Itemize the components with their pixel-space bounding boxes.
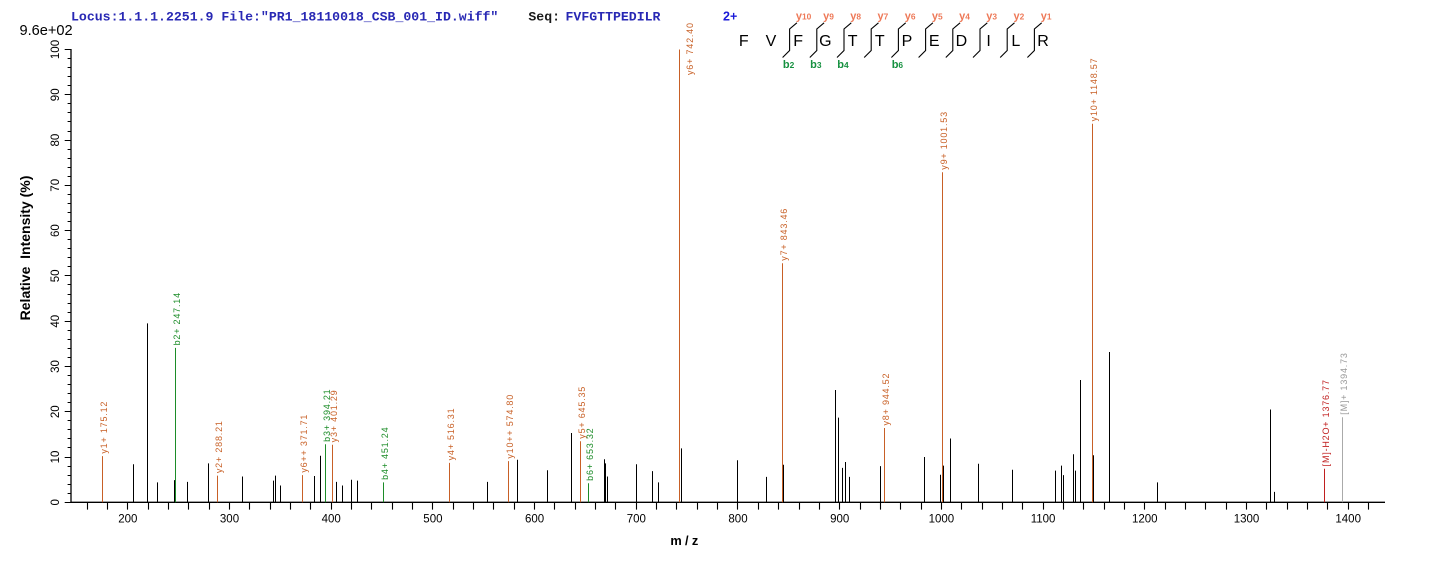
svg-text:2+: 2+: [723, 10, 737, 24]
svg-text:800: 800: [728, 514, 747, 526]
svg-text:300: 300: [220, 514, 239, 526]
svg-text:y7: y7: [878, 11, 889, 23]
svg-text:70: 70: [50, 179, 62, 192]
svg-text:y5+ 645.35: y5+ 645.35: [577, 386, 587, 439]
svg-text:9.6e+02: 9.6e+02: [20, 23, 73, 39]
svg-text:b2+ 247.14: b2+ 247.14: [172, 292, 182, 345]
svg-text:b3: b3: [810, 59, 822, 71]
svg-text:y10++ 574.80: y10++ 574.80: [505, 394, 515, 459]
svg-text:y8: y8: [850, 11, 861, 23]
svg-text:900: 900: [830, 514, 849, 526]
svg-text:500: 500: [423, 514, 442, 526]
svg-text:y2+ 288.21: y2+ 288.21: [214, 420, 224, 473]
svg-text:b4: b4: [837, 59, 849, 71]
svg-text:F: F: [793, 33, 803, 50]
svg-text:1200: 1200: [1132, 514, 1158, 526]
svg-text:10: 10: [50, 451, 62, 464]
svg-text:y6++ 371.71: y6++ 371.71: [299, 414, 309, 473]
svg-text:y6: y6: [905, 11, 916, 23]
svg-text:T: T: [848, 33, 858, 50]
svg-text:m/z: m/z: [670, 533, 701, 548]
svg-text:600: 600: [525, 514, 544, 526]
svg-text:b6+ 653.32: b6+ 653.32: [585, 428, 595, 481]
svg-text:y9+ 1001.53: y9+ 1001.53: [939, 111, 949, 170]
svg-text:80: 80: [50, 134, 62, 147]
svg-text:y9: y9: [823, 11, 834, 23]
svg-text:D: D: [956, 33, 968, 50]
svg-text:b6: b6: [892, 59, 904, 71]
svg-text:[M]+ 1394.73: [M]+ 1394.73: [1339, 352, 1349, 414]
svg-text:y5: y5: [932, 11, 943, 23]
svg-text:P: P: [902, 33, 913, 50]
svg-text:y2: y2: [1014, 11, 1025, 23]
svg-text:100: 100: [50, 40, 62, 59]
svg-text:Seq:: Seq:: [528, 10, 560, 25]
svg-text:[M]-H2O+ 1376.77: [M]-H2O+ 1376.77: [1321, 379, 1331, 466]
svg-text:60: 60: [50, 224, 62, 237]
svg-text:90: 90: [50, 88, 62, 101]
svg-text:y4: y4: [959, 11, 970, 23]
svg-text:y4+ 516.31: y4+ 516.31: [446, 408, 456, 461]
svg-text:G: G: [819, 33, 831, 50]
svg-text:1100: 1100: [1031, 514, 1056, 526]
svg-text:y3: y3: [986, 11, 997, 23]
svg-text:30: 30: [50, 360, 62, 373]
svg-text:R: R: [1037, 33, 1049, 50]
svg-text:40: 40: [50, 315, 62, 328]
svg-text:y10+ 1148.57: y10+ 1148.57: [1089, 58, 1099, 122]
svg-text:L: L: [1011, 33, 1020, 50]
svg-text:E: E: [929, 33, 940, 50]
svg-text:b3+ 394.21: b3+ 394.21: [322, 389, 332, 442]
svg-text:1000: 1000: [929, 514, 955, 526]
svg-text:700: 700: [627, 514, 646, 526]
svg-text:y1+ 175.12: y1+ 175.12: [99, 401, 109, 454]
svg-text:1300: 1300: [1234, 514, 1260, 526]
svg-text:y10: y10: [796, 11, 812, 23]
svg-text:T: T: [875, 33, 885, 50]
svg-text:b4+ 451.24: b4+ 451.24: [380, 427, 390, 480]
svg-text:y8+ 944.52: y8+ 944.52: [881, 373, 891, 426]
svg-text:y3+ 401.29: y3+ 401.29: [329, 390, 339, 443]
svg-text:0: 0: [50, 499, 62, 505]
svg-text:V: V: [766, 33, 777, 50]
svg-text:20: 20: [50, 405, 62, 418]
svg-text:y6+ 742.40: y6+ 742.40: [685, 22, 695, 75]
svg-text:F: F: [739, 33, 749, 50]
svg-text:FVFGTTPEDILR: FVFGTTPEDILR: [566, 10, 661, 25]
svg-text:1400: 1400: [1335, 514, 1361, 526]
svg-text:50: 50: [50, 270, 62, 283]
svg-text:200: 200: [118, 514, 137, 526]
svg-text:b2: b2: [783, 59, 795, 71]
svg-text:Relative Intensity (%): Relative Intensity (%): [17, 176, 33, 321]
svg-text:I: I: [986, 33, 990, 50]
svg-text:y7+ 843.46: y7+ 843.46: [779, 208, 789, 261]
svg-text:400: 400: [322, 514, 341, 526]
svg-text:y1: y1: [1041, 11, 1052, 23]
svg-text:Locus:1.1.1.2251.9 File:"PR1_1: Locus:1.1.1.2251.9 File:"PR1_18110018_CS…: [71, 10, 498, 25]
